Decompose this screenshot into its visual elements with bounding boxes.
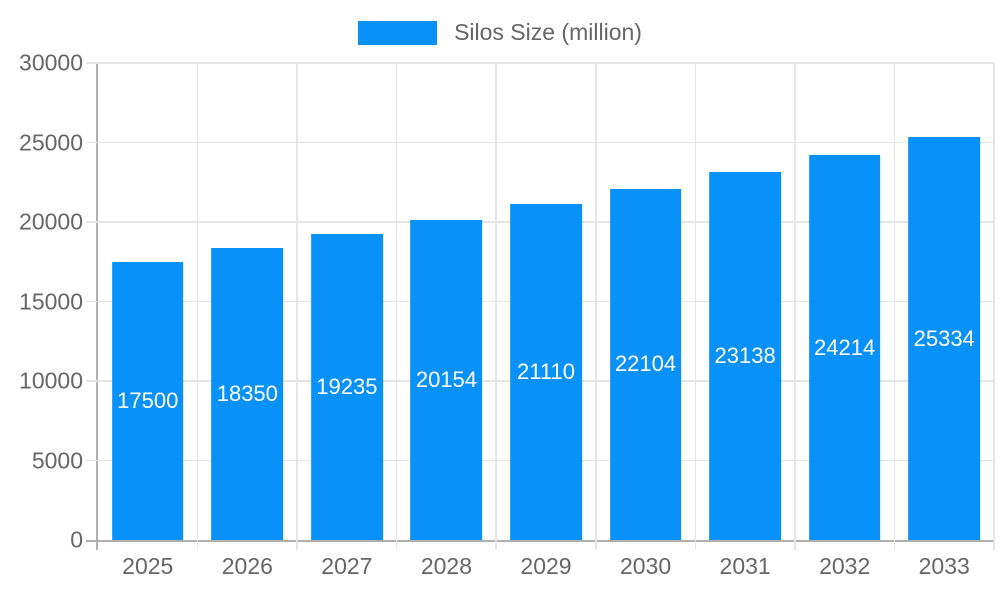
x-tick-label: 2028 xyxy=(420,553,473,579)
x-tick-label: 2033 xyxy=(918,553,970,579)
y-tick-label: 0 xyxy=(70,526,83,553)
bar-2027[interactable]: 19235 xyxy=(311,234,383,540)
gridline-horizontal xyxy=(98,141,994,144)
legend-swatch-icon xyxy=(358,20,438,45)
y-axis-line xyxy=(96,63,98,550)
x-tick-label: 2027 xyxy=(321,553,373,579)
y-axis-tick xyxy=(86,62,98,64)
legend-label: Silos Size (million) xyxy=(454,19,642,45)
x-axis-tick xyxy=(893,540,896,550)
x-axis-tick xyxy=(196,540,199,550)
x-axis-tick xyxy=(993,540,995,550)
gridline-vertical xyxy=(694,63,697,540)
y-tick-label: 5000 xyxy=(31,447,83,474)
x-axis-line xyxy=(86,540,994,542)
x-axis-tick xyxy=(595,540,597,550)
y-tick-label: 10000 xyxy=(19,367,83,394)
bar-value-label: 19235 xyxy=(316,374,378,400)
y-axis-tick xyxy=(86,380,98,382)
x-tick-label: 2026 xyxy=(221,553,273,579)
x-tick-label: 2031 xyxy=(719,553,771,579)
y-tick-label: 30000 xyxy=(19,49,83,76)
y-axis-tick xyxy=(86,300,98,303)
x-axis-tick xyxy=(395,540,398,550)
y-tick-label: 15000 xyxy=(19,288,83,314)
bar-2026[interactable]: 18350 xyxy=(211,248,284,540)
gridline-vertical xyxy=(196,63,199,540)
bar-value-label: 21110 xyxy=(517,359,575,385)
y-tick-label: 20000 xyxy=(19,208,83,235)
x-tick-label: 2029 xyxy=(520,553,572,579)
chart-legend[interactable]: Silos Size (million) xyxy=(0,19,1000,46)
y-axis-tick xyxy=(86,459,98,462)
y-axis-tick xyxy=(86,221,98,223)
bar-2029[interactable]: 21110 xyxy=(510,204,582,540)
x-axis-tick xyxy=(296,540,298,550)
bar-value-label: 18350 xyxy=(216,381,278,407)
bar-2030[interactable]: 22104 xyxy=(609,188,682,540)
x-axis-tick xyxy=(694,540,697,550)
x-tick-label: 2032 xyxy=(819,553,871,579)
gridline-vertical xyxy=(794,63,796,540)
gridline-vertical xyxy=(993,63,995,540)
gridline-vertical xyxy=(395,63,398,540)
y-tick-label: 25000 xyxy=(19,129,83,155)
bar-2028[interactable]: 20154 xyxy=(410,219,483,540)
bar-2025[interactable]: 17500 xyxy=(111,261,184,540)
gridline-vertical xyxy=(296,63,298,540)
gridline-vertical xyxy=(595,63,597,540)
bar-2032[interactable]: 24214 xyxy=(808,155,881,540)
bar-value-label: 23138 xyxy=(714,343,776,369)
x-axis-tick xyxy=(794,540,796,550)
x-axis-tick xyxy=(495,540,497,550)
x-tick-label: 2030 xyxy=(619,553,672,579)
gridline-vertical xyxy=(495,63,497,540)
bar-value-label: 20154 xyxy=(415,366,478,392)
bar-value-label: 24214 xyxy=(814,334,876,360)
bar-value-label: 22104 xyxy=(614,351,677,377)
bar-value-label: 25334 xyxy=(913,325,975,351)
y-axis-tick xyxy=(86,141,98,144)
bar-value-label: 17500 xyxy=(117,387,179,413)
gridline-vertical xyxy=(893,63,896,540)
bar-2031[interactable]: 23138 xyxy=(709,172,781,540)
bar-2033[interactable]: 25334 xyxy=(908,137,981,540)
gridline-horizontal xyxy=(98,62,994,64)
x-tick-label: 2025 xyxy=(122,553,174,579)
plot-area: 0 5000 10000 15000 20000 25000 30000 17500 2025 1… xyxy=(19,50,995,579)
